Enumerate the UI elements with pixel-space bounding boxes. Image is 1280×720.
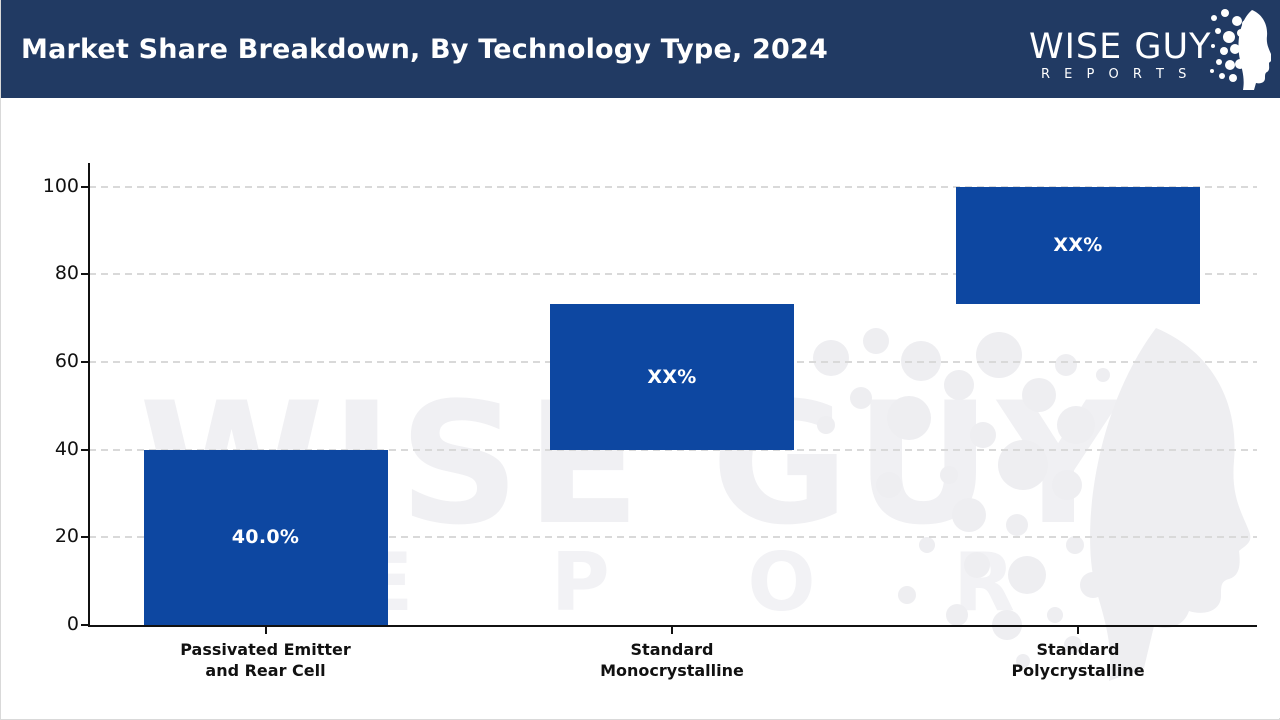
logo-wordmark: WISE GUY <box>1029 27 1212 67</box>
y-tick-label: 0 <box>66 613 79 635</box>
y-tick-label: 100 <box>42 174 79 197</box>
gridline <box>89 185 1257 188</box>
x-category-line: Polycrystalline <box>1011 661 1145 680</box>
logo-subtext: R E P O R T S <box>1041 67 1191 82</box>
bar-value-label: XX% <box>647 365 697 388</box>
logo-face-icon <box>1210 9 1273 90</box>
x-category-label: Standard Monocrystalline <box>512 639 832 681</box>
y-tick-mark <box>81 536 89 539</box>
gridline <box>89 536 1257 539</box>
watermark-face-icon <box>813 328 1251 681</box>
x-category-label: Passivated Emitter and Rear Cell <box>106 639 426 681</box>
chart-title: Market Share Breakdown, By Technology Ty… <box>21 33 828 65</box>
y-tick-mark <box>81 185 89 188</box>
x-category-label: Standard Polycrystalline <box>918 639 1238 681</box>
bar-value-label: XX% <box>1053 234 1103 257</box>
y-tick-mark <box>81 360 89 363</box>
y-tick-label: 40 <box>54 437 79 460</box>
x-category-line: Monocrystalline <box>600 661 744 680</box>
x-tick-mark <box>1077 627 1079 634</box>
bar-segment: XX% <box>550 303 794 450</box>
x-category-line: Passivated Emitter <box>180 640 351 659</box>
y-tick-label: 80 <box>54 262 79 285</box>
wiseguy-logo: WISE GUY R E P O R T S <box>1021 4 1273 94</box>
y-tick-mark <box>81 624 89 626</box>
x-category-line: Standard <box>630 640 714 659</box>
bar-segment: 40.0% <box>143 449 388 625</box>
wiseguy-logo-graphic: WISE GUY R E P O R T S <box>1029 9 1273 90</box>
x-category-line: and Rear Cell <box>205 661 326 680</box>
x-category-line: Standard <box>1036 640 1120 659</box>
x-tick-mark <box>671 627 673 634</box>
gridline <box>89 273 1257 276</box>
bar-segment: XX% <box>956 186 1200 304</box>
y-tick-mark <box>81 448 89 451</box>
gridline <box>89 448 1257 451</box>
y-tick-label: 60 <box>54 349 79 372</box>
y-axis-spine <box>88 163 90 627</box>
y-tick-label: 20 <box>54 525 79 548</box>
y-tick-mark <box>81 273 89 276</box>
chart-area: WISE GUY R E P O R T S 02040608010040.0%… <box>1 98 1280 718</box>
bar-value-label: 40.0% <box>231 526 300 549</box>
header: Market Share Breakdown, By Technology Ty… <box>1 0 1280 98</box>
x-tick-mark <box>264 627 267 634</box>
x-axis-spine <box>88 625 1257 627</box>
